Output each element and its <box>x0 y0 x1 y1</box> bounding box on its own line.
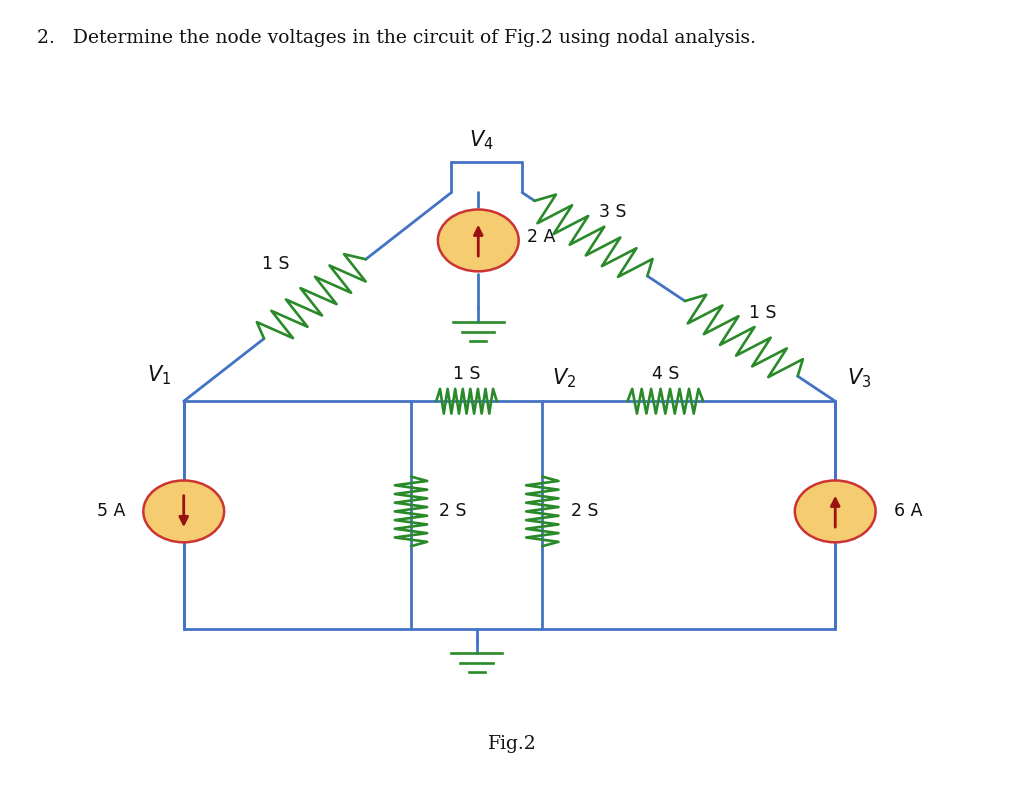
Text: $V_2$: $V_2$ <box>552 366 577 390</box>
Text: $V_4$: $V_4$ <box>469 129 494 153</box>
Text: 1 S: 1 S <box>453 364 480 382</box>
Text: 1 S: 1 S <box>262 256 290 273</box>
Text: 2 S: 2 S <box>570 502 598 520</box>
Text: Fig.2: Fig.2 <box>487 735 537 752</box>
Text: 2 A: 2 A <box>526 228 555 246</box>
Text: 5 A: 5 A <box>96 502 125 520</box>
Text: $V_3$: $V_3$ <box>847 366 871 390</box>
Circle shape <box>438 209 519 272</box>
Text: 4 S: 4 S <box>651 364 679 382</box>
Text: $V_1$: $V_1$ <box>147 364 172 387</box>
Circle shape <box>795 481 876 542</box>
Circle shape <box>143 481 224 542</box>
Text: 3 S: 3 S <box>599 203 627 221</box>
Text: 6 A: 6 A <box>894 502 923 520</box>
Text: 1 S: 1 S <box>750 304 777 322</box>
Text: 2.   Determine the node voltages in the circuit of Fig.2 using nodal analysis.: 2. Determine the node voltages in the ci… <box>37 29 757 47</box>
Text: 2 S: 2 S <box>439 502 467 520</box>
